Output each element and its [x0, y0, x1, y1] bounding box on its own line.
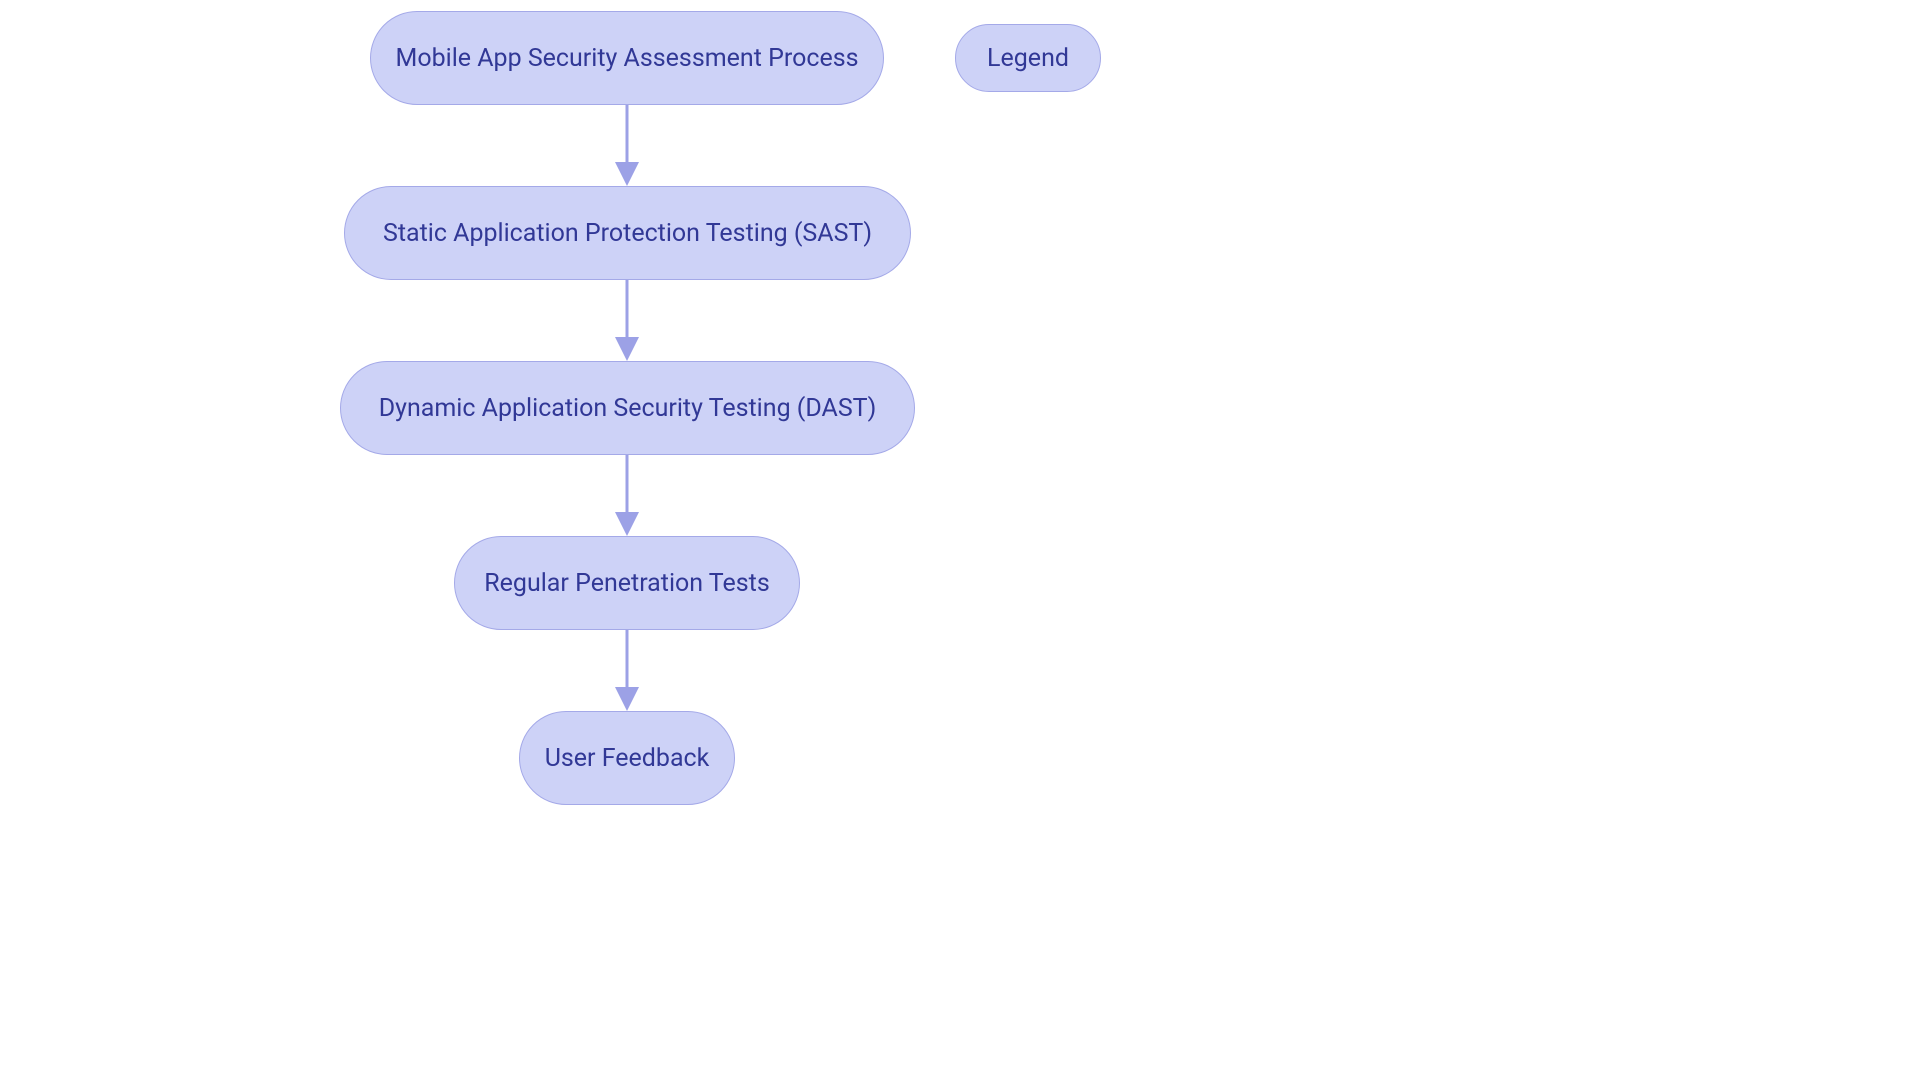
node-label: Dynamic Application Security Testing (DA… — [379, 394, 877, 423]
node-label: Static Application Protection Testing (S… — [383, 219, 872, 248]
node-assessment-process: Mobile App Security Assessment Process — [370, 11, 884, 105]
node-dast: Dynamic Application Security Testing (DA… — [340, 361, 915, 455]
node-sast: Static Application Protection Testing (S… — [344, 186, 911, 280]
node-label: User Feedback — [545, 744, 710, 773]
node-legend: Legend — [955, 24, 1101, 92]
node-user-feedback: User Feedback — [519, 711, 735, 805]
node-penetration-tests: Regular Penetration Tests — [454, 536, 800, 630]
node-label: Regular Penetration Tests — [484, 569, 770, 598]
node-label: Legend — [987, 44, 1069, 73]
flowchart-arrows — [0, 0, 1920, 1083]
node-label: Mobile App Security Assessment Process — [396, 44, 859, 73]
